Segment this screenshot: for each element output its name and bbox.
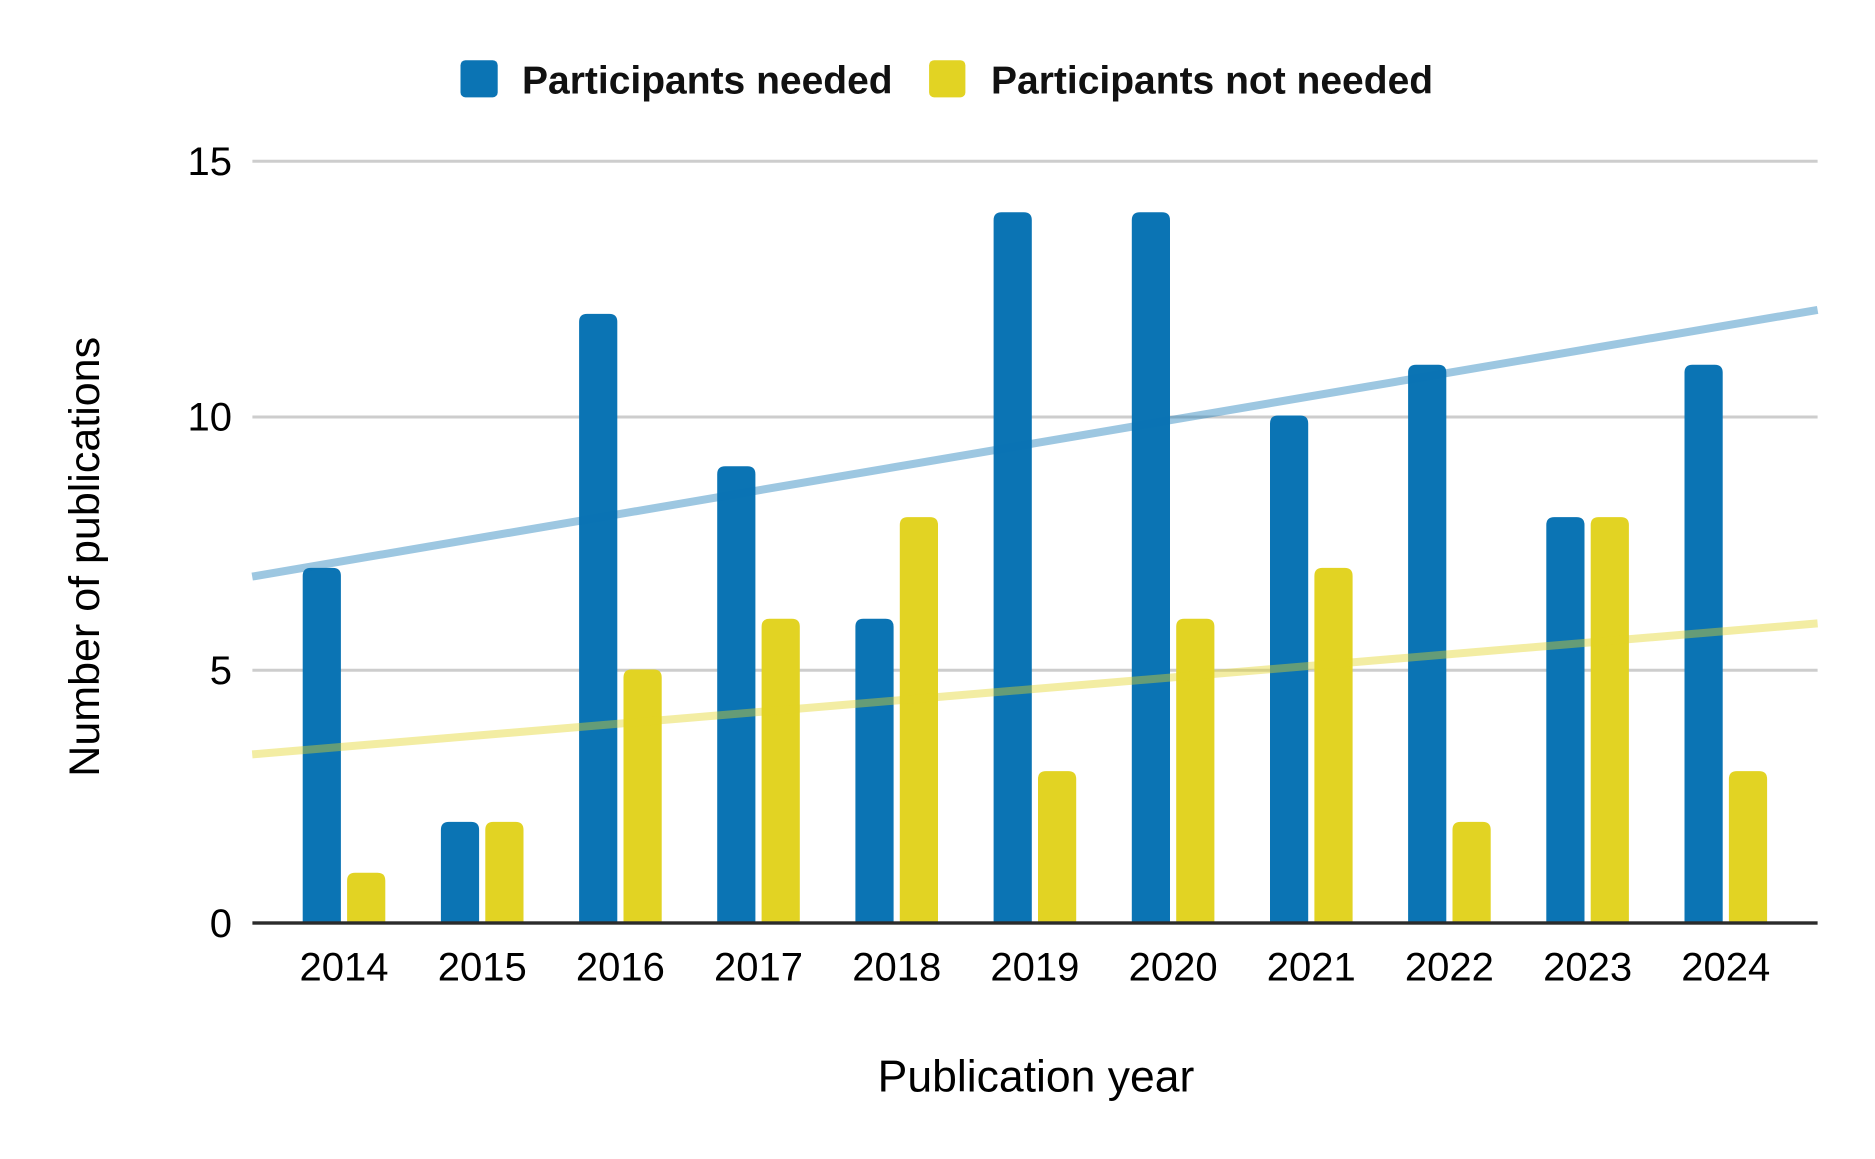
svg-text:2016: 2016 [576, 946, 665, 990]
svg-text:2017: 2017 [714, 946, 803, 990]
svg-text:5: 5 [210, 649, 232, 693]
svg-text:2018: 2018 [852, 946, 941, 990]
svg-text:Participants needed: Participants needed [522, 60, 893, 103]
svg-text:2021: 2021 [1267, 946, 1356, 990]
svg-text:2020: 2020 [1129, 946, 1218, 990]
svg-text:2019: 2019 [990, 946, 1079, 990]
svg-text:10: 10 [188, 396, 233, 440]
svg-text:Participants not needed: Participants not needed [991, 60, 1433, 103]
svg-text:Number of publications: Number of publications [61, 337, 109, 777]
svg-text:15: 15 [188, 140, 233, 184]
svg-text:2022: 2022 [1405, 946, 1494, 990]
svg-text:0: 0 [210, 902, 232, 946]
svg-text:2024: 2024 [1681, 946, 1770, 990]
svg-text:2014: 2014 [300, 946, 389, 990]
svg-text:2023: 2023 [1543, 946, 1632, 990]
svg-text:Publication year: Publication year [878, 1052, 1195, 1101]
svg-text:2015: 2015 [438, 946, 527, 990]
